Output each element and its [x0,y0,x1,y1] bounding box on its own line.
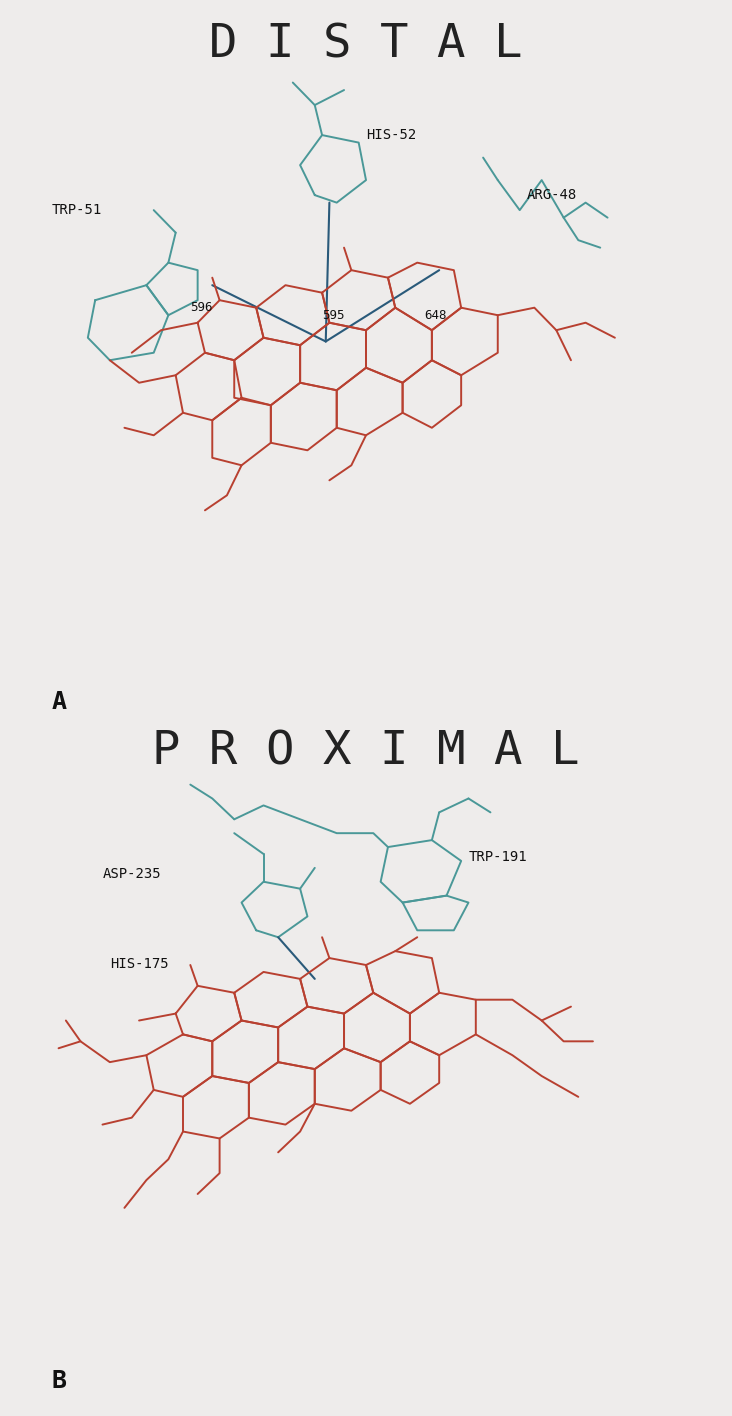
Text: 596: 596 [190,302,213,314]
Text: ASP-235: ASP-235 [102,867,161,881]
Text: ARG-48: ARG-48 [527,188,578,202]
Text: A: A [51,690,66,714]
Text: 595: 595 [322,309,345,321]
Text: 648: 648 [425,309,447,321]
Text: HIS-175: HIS-175 [110,957,168,971]
Text: TRP-191: TRP-191 [468,850,527,864]
Text: HIS-52: HIS-52 [366,127,417,142]
Text: TRP-51: TRP-51 [51,202,102,217]
Text: P R O X I M A L: P R O X I M A L [152,729,580,775]
Text: D I S T A L: D I S T A L [209,23,523,68]
Text: B: B [51,1369,66,1393]
